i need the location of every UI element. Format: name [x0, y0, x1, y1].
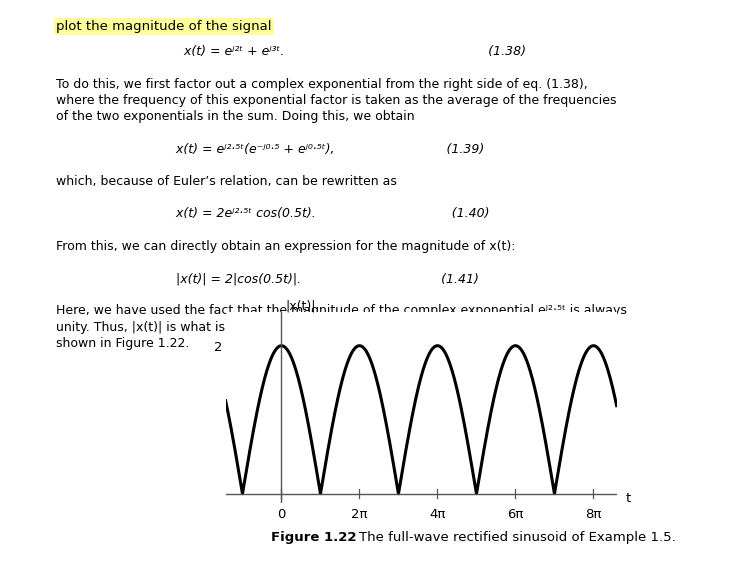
Text: where the frequency of this exponential factor is taken as the average of the fr: where the frequency of this exponential … — [56, 94, 617, 107]
Text: Figure 1.22: Figure 1.22 — [271, 531, 356, 544]
Text: t: t — [626, 492, 631, 506]
Text: The full-wave rectified sinusoid of Example 1.5.: The full-wave rectified sinusoid of Exam… — [342, 531, 676, 544]
Text: |x(t)|: |x(t)| — [286, 299, 317, 312]
Text: x(t) = 2eʲ²⋅⁵ᵗ cos(0.5t).                                  (1.40): x(t) = 2eʲ²⋅⁵ᵗ cos(0.5t). (1.40) — [56, 207, 490, 220]
Text: plot the magnitude of the signal: plot the magnitude of the signal — [56, 20, 272, 33]
Text: x(t) = eʲ²⋅⁵ᵗ(e⁻ʲ⁰⋅⁵ + eʲ⁰⋅⁵ᵗ),                            (1.39): x(t) = eʲ²⋅⁵ᵗ(e⁻ʲ⁰⋅⁵ + eʲ⁰⋅⁵ᵗ), (1.39) — [56, 143, 484, 156]
Text: x(t) = eʲ²ᵗ + eʲ³ᵗ.                                                   (1.38): x(t) = eʲ²ᵗ + eʲ³ᵗ. (1.38) — [56, 45, 526, 59]
Text: unity. Thus, |x(t)| is what is commonly referred to as a full-wave rectified sin: unity. Thus, |x(t)| is what is commonly … — [56, 320, 590, 333]
Text: which, because of Euler’s relation, can be rewritten as: which, because of Euler’s relation, can … — [56, 175, 397, 188]
Text: shown in Figure 1.22.: shown in Figure 1.22. — [56, 337, 190, 350]
Text: of the two exponentials in the sum. Doing this, we obtain: of the two exponentials in the sum. Doin… — [56, 110, 415, 123]
Text: |x(t)| = 2|cos(0.5t)|.                                   (1.41): |x(t)| = 2|cos(0.5t)|. (1.41) — [56, 272, 479, 285]
Text: To do this, we first factor out a complex exponential from the right side of eq.: To do this, we first factor out a comple… — [56, 78, 588, 91]
Text: Here, we have used the fact that the magnitude of the complex exponential eʲ²⋅⁵ᵗ: Here, we have used the fact that the mag… — [56, 304, 627, 318]
Text: From this, we can directly obtain an expression for the magnitude of x(t):: From this, we can directly obtain an exp… — [56, 240, 516, 253]
